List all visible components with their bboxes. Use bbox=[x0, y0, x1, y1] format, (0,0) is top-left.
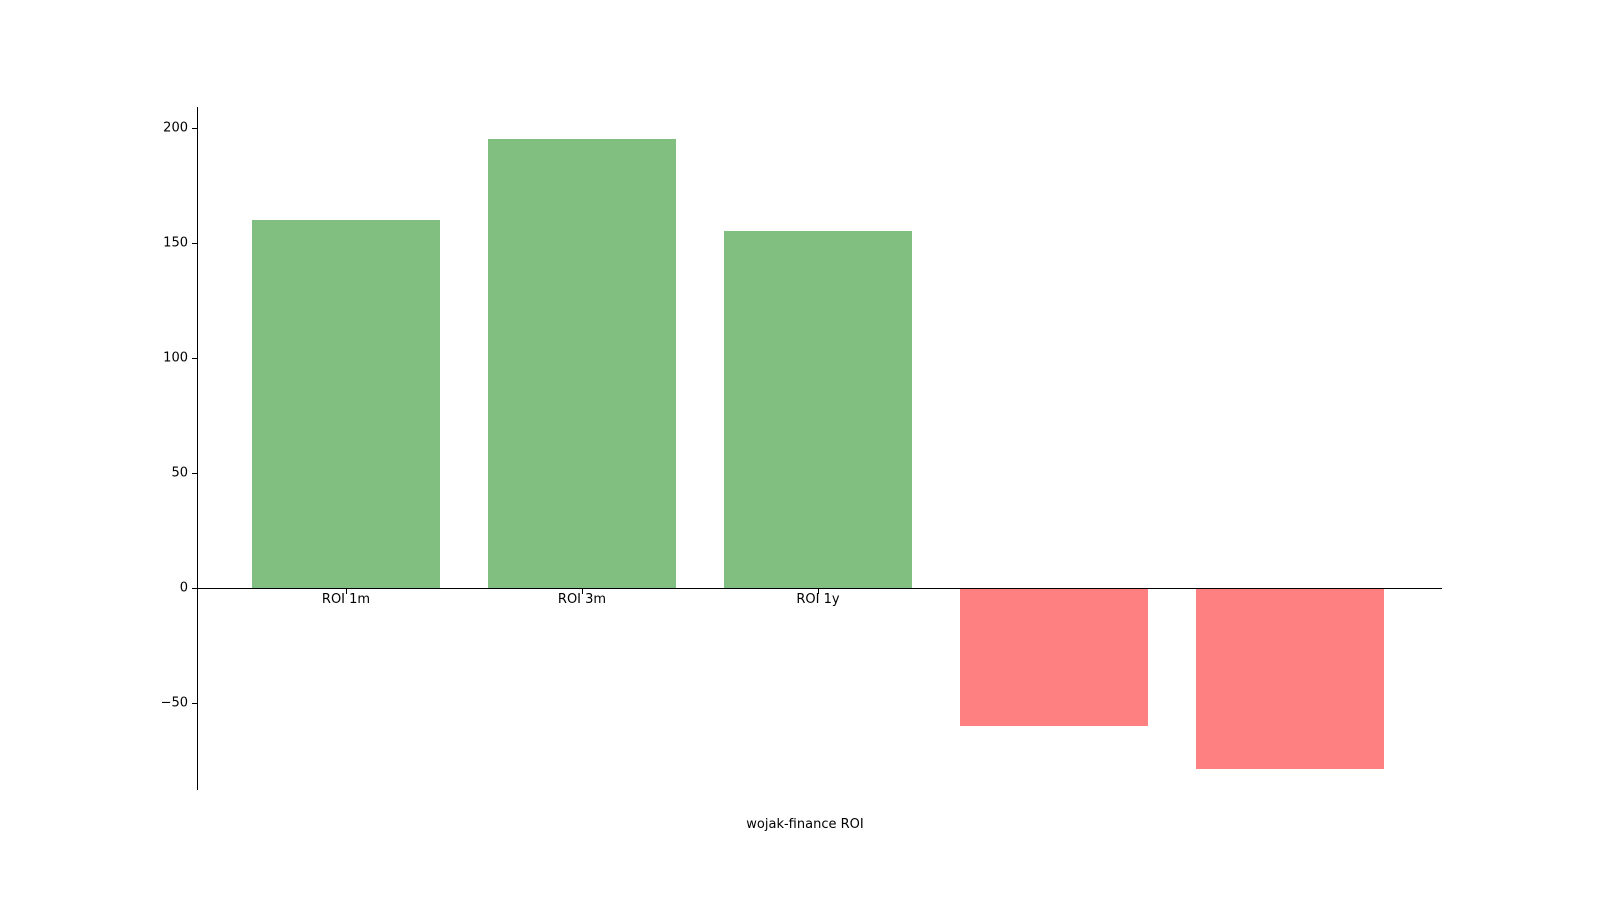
bar-5 bbox=[1196, 588, 1384, 770]
chart-title: wojak-finance ROI bbox=[746, 817, 864, 832]
y-tick-mark bbox=[192, 702, 197, 704]
y-tick-mark bbox=[192, 357, 197, 359]
bar-4 bbox=[960, 588, 1148, 726]
y-tick-mark bbox=[192, 127, 197, 129]
y-tick-mark bbox=[192, 242, 197, 244]
y-tick-label: 150 bbox=[163, 235, 188, 251]
x-axis-line bbox=[197, 587, 1442, 589]
x-tick-mark bbox=[582, 588, 583, 594]
y-axis-spine bbox=[197, 107, 198, 790]
x-tick-mark bbox=[818, 588, 819, 594]
x-tick-label-roi-1y: ROI 1y bbox=[796, 591, 840, 607]
x-tick-label-roi-1m: ROI 1m bbox=[321, 591, 371, 607]
y-tick-mark bbox=[192, 472, 197, 474]
y-tick-mark bbox=[192, 587, 197, 589]
x-tick-label-roi-3m: ROI 3m bbox=[557, 591, 607, 607]
y-tick-label: 200 bbox=[163, 120, 188, 136]
y-tick-label: 50 bbox=[171, 465, 188, 481]
x-tick-mark bbox=[346, 588, 347, 594]
y-tick-label: −50 bbox=[160, 695, 188, 711]
bar-roi-1y bbox=[724, 231, 912, 588]
y-tick-label: 100 bbox=[163, 350, 188, 366]
y-tick-label: 0 bbox=[179, 580, 188, 596]
bar-roi-1m bbox=[252, 219, 440, 588]
bar-roi-3m bbox=[488, 139, 676, 588]
